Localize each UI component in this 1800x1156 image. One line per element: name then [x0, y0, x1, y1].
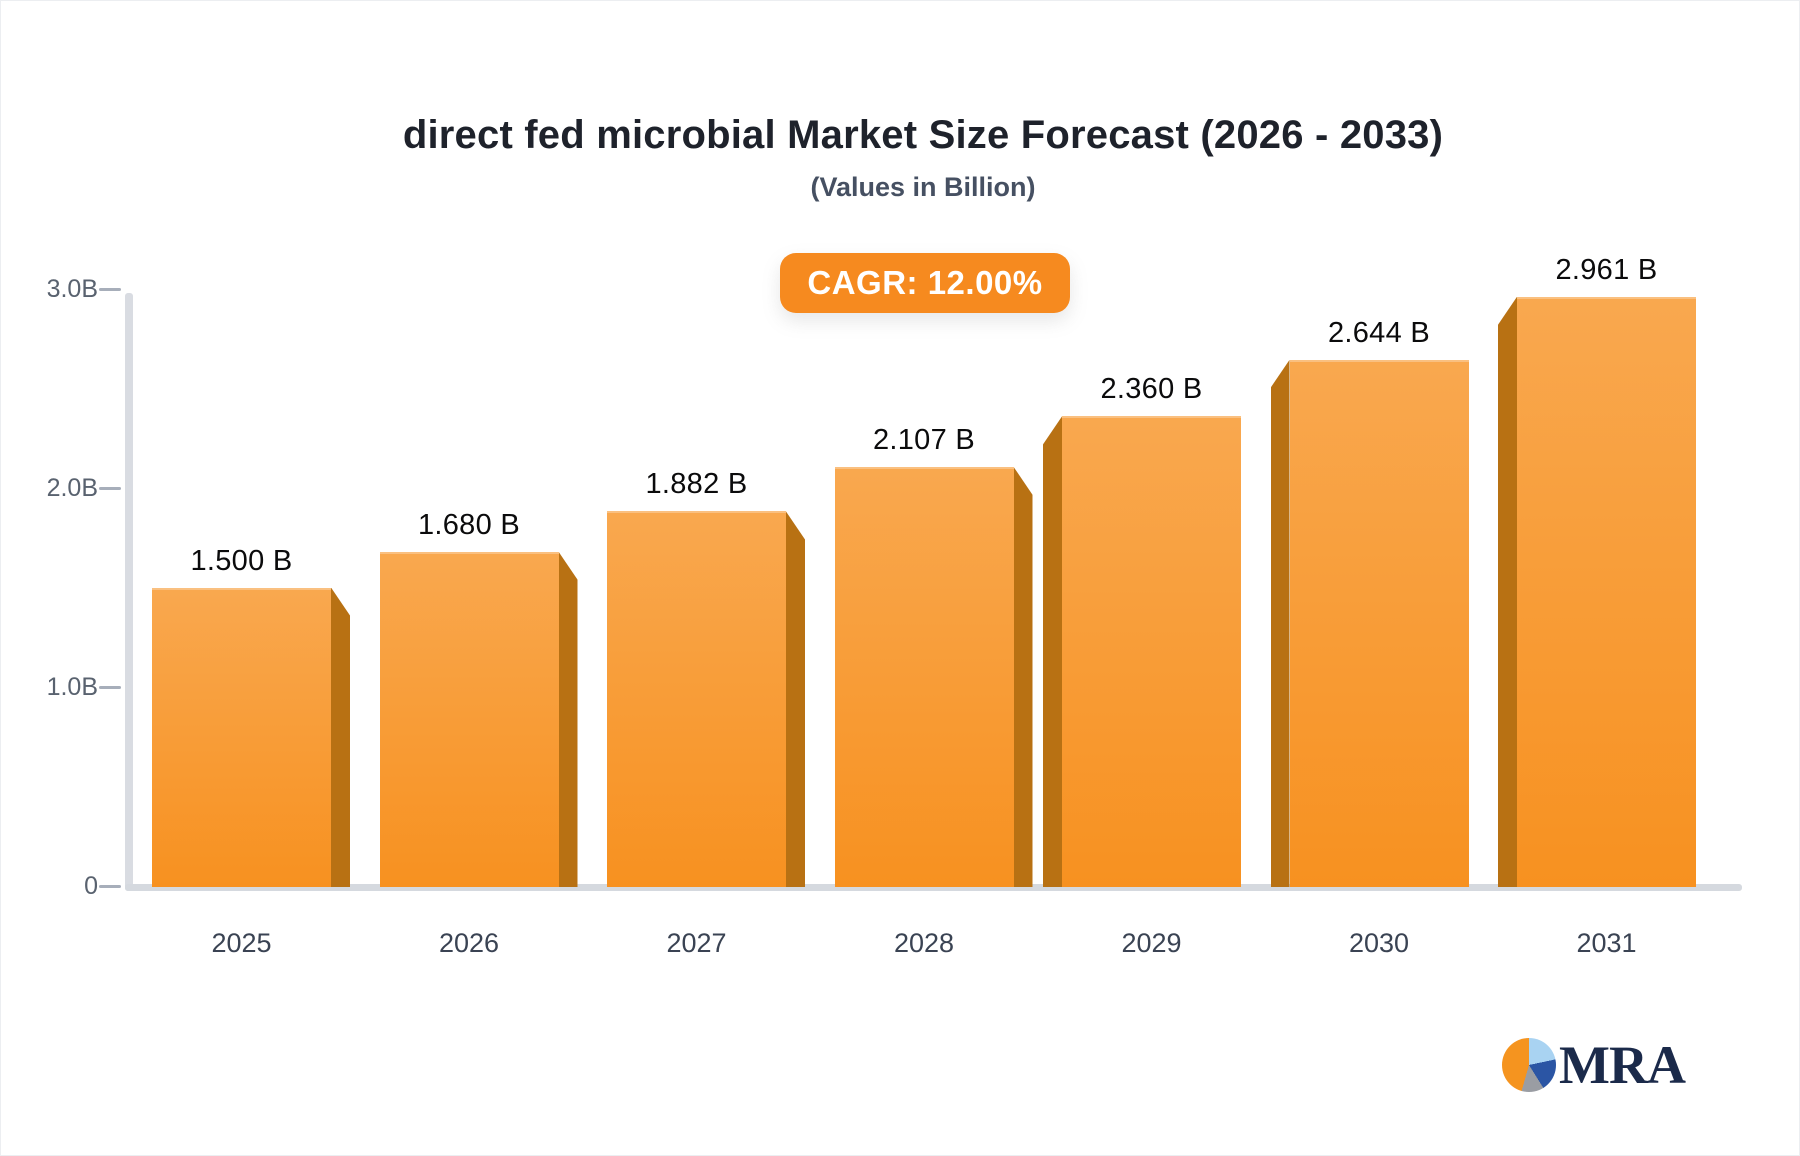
bar-body [1062, 416, 1241, 887]
bar [152, 587, 350, 887]
x-axis-line [125, 884, 1742, 891]
bar-side-face [1270, 359, 1290, 887]
y-tick-label: 1.0B [46, 673, 98, 701]
bar-value-label: 1.500 B [190, 544, 293, 577]
bar-body [834, 466, 1014, 887]
y-tick [99, 486, 121, 490]
y-tick [99, 287, 121, 291]
bar-value-label: 2.961 B [1555, 253, 1658, 286]
bar-body [607, 511, 786, 887]
logo-text: MRA [1559, 1035, 1686, 1095]
bar-side-face [1043, 416, 1062, 887]
bar-value-label: 1.882 B [645, 468, 748, 501]
bar-value-label: 2.107 B [872, 423, 976, 456]
bar-side-face [331, 587, 350, 887]
cagr-badge: CAGR: 12.00% [780, 253, 1070, 313]
bar-body [379, 551, 559, 887]
y-tick-label: 3.0B [46, 275, 98, 303]
bar [607, 511, 805, 887]
bar [1043, 416, 1241, 887]
bar [1498, 296, 1696, 887]
brand-logo: MRA [1502, 1035, 1686, 1095]
y-tick [99, 685, 121, 689]
bar-value-label: 2.360 B [1100, 373, 1203, 406]
chart-title: direct fed microbial Market Size Forecas… [402, 113, 1444, 157]
bar [1270, 359, 1469, 887]
bar-side-face [786, 511, 805, 887]
y-axis-line [125, 293, 133, 891]
bar [379, 551, 578, 887]
bar-value-label: 1.680 B [417, 508, 521, 541]
x-axis-label: 2027 [666, 928, 727, 958]
logo-pie-icon [1502, 1038, 1556, 1092]
x-axis-label: 2026 [438, 928, 500, 958]
x-axis-label: 2031 [1576, 928, 1637, 958]
bar [834, 466, 1033, 887]
bar-body [152, 587, 331, 887]
cagr-badge-label: CAGR: 12.00% [807, 264, 1043, 301]
chart-subtitle: (Values in Billion) [810, 172, 1036, 202]
y-tick [99, 884, 121, 888]
y-tick-label: 0 [84, 872, 98, 900]
bar-side-face [1013, 466, 1033, 887]
bar-body [1289, 359, 1469, 887]
bar-side-face [558, 551, 578, 887]
bar-side-face [1498, 296, 1517, 887]
x-axis-label: 2029 [1121, 928, 1182, 958]
x-axis-label: 2028 [893, 928, 955, 958]
y-tick-label: 2.0B [46, 474, 98, 502]
bar-body [1517, 296, 1696, 887]
x-axis-label: 2030 [1348, 928, 1410, 958]
bar-value-label: 2.644 B [1327, 316, 1431, 349]
x-axis-label: 2025 [211, 928, 272, 958]
